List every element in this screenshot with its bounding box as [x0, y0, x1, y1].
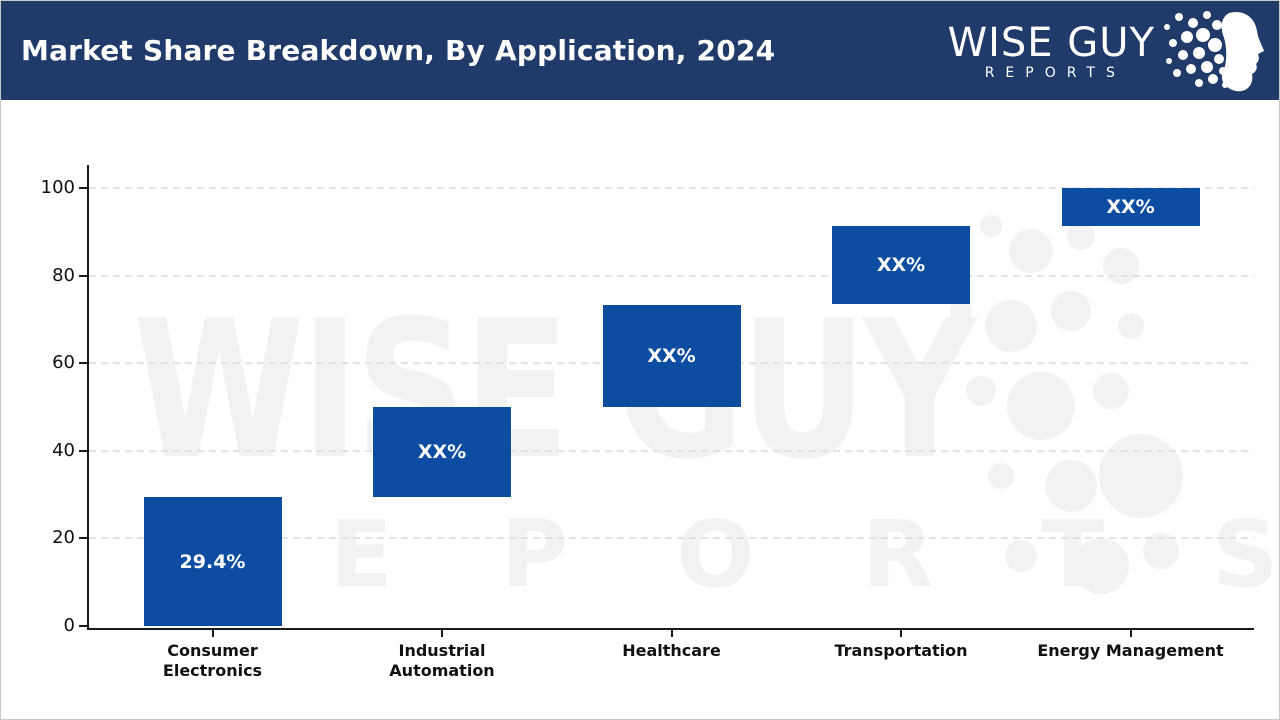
- y-tick-mark: [79, 362, 87, 365]
- y-tick-label: 20: [52, 527, 75, 549]
- gridline-20: [89, 537, 1254, 540]
- bar-value-label: 29.4%: [179, 550, 246, 573]
- y-tick-mark: [79, 625, 87, 627]
- y-axis-line: [87, 165, 89, 630]
- logo-brand-subtitle: REPORTS: [984, 64, 1126, 81]
- y-tick-label: 60: [52, 352, 75, 374]
- logo-brand-name: WISE GUY: [947, 19, 1155, 66]
- bar-industrial-automation: XX%: [373, 407, 511, 498]
- x-tick-mark: [1129, 630, 1132, 637]
- x-tick-mark: [441, 630, 443, 637]
- logo-wordmark: WISE GUY REPORTS: [948, 22, 1155, 81]
- gridline-80: [89, 274, 1254, 277]
- x-tick-label: Transportation: [834, 641, 968, 660]
- wise-guy-reports-logo: WISE GUY REPORTS: [948, 5, 1269, 97]
- x-tick-label: Energy Management: [1037, 641, 1224, 660]
- gridline-100: [89, 187, 1254, 189]
- y-tick-label: 0: [63, 615, 75, 636]
- bar-energy-management: XX%: [1061, 188, 1200, 226]
- y-tick-label: 40: [52, 439, 75, 461]
- x-tick-mark: [900, 630, 902, 637]
- y-tick-mark: [79, 449, 87, 452]
- y-tick-mark: [79, 187, 87, 189]
- bar-value-label: XX%: [417, 441, 467, 464]
- bar-healthcare: XX%: [602, 304, 741, 407]
- bar-consumer-electronics: 29.4%: [143, 497, 282, 626]
- watermark-face-dots: [935, 215, 1183, 594]
- bar-value-label: XX%: [647, 344, 696, 367]
- bar-transportation: XX%: [832, 225, 970, 305]
- x-tick-mark: [670, 630, 673, 637]
- dotted-face-logo-icon: [1164, 11, 1264, 92]
- x-tick-mark: [211, 630, 214, 637]
- y-tick-mark: [79, 537, 87, 540]
- page-title: Market Share Breakdown, By Application, …: [21, 34, 776, 67]
- y-tick-label: 80: [52, 264, 75, 286]
- bar-value-label: XX%: [1106, 195, 1155, 218]
- x-axis-line: [87, 628, 1254, 630]
- bar-value-label: XX%: [876, 254, 926, 277]
- gridline-40: [89, 449, 1254, 452]
- y-tick-mark: [79, 274, 87, 277]
- header-bar: Market Share Breakdown, By Application, …: [1, 1, 1279, 100]
- x-tick-label: Consumer Electronics: [162, 641, 263, 680]
- watermark-brand-text: WISE GUY: [133, 279, 976, 502]
- x-tick-label: Healthcare: [622, 641, 721, 660]
- y-tick-label: 100: [40, 177, 75, 198]
- x-tick-label: Industrial Automation: [389, 641, 495, 680]
